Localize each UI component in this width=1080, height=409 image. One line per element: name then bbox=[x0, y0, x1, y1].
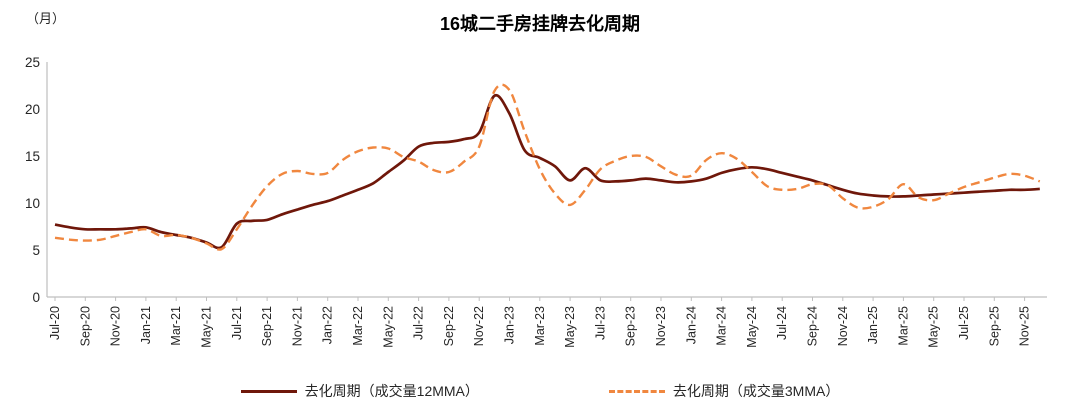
x-axis-tick-labels: Jul-20 Sep-20 Nov-20 Jan-21 Mar-21 May-21 Jul-… bbox=[48, 306, 1032, 348]
x-tick-label: Nov-25 bbox=[1018, 306, 1032, 346]
solid-line-swatch bbox=[240, 389, 297, 393]
x-tick-label: Sep-25 bbox=[987, 306, 1001, 346]
y-tick-label: 20 bbox=[25, 102, 40, 117]
axes bbox=[46, 62, 1047, 298]
y-tick-label: 25 bbox=[25, 55, 40, 70]
x-tick-label: Mar-22 bbox=[351, 306, 365, 346]
x-tick-label: Jul-24 bbox=[775, 306, 789, 340]
x-tick-label: Nov-22 bbox=[472, 306, 486, 346]
series-line-12mma bbox=[54, 93, 1040, 250]
x-tick-label: May-24 bbox=[745, 306, 759, 348]
legend-item-12mma: 去化周期（成交量12MMA） bbox=[240, 381, 479, 401]
x-tick-label: Sep-23 bbox=[624, 306, 638, 346]
x-tick-label: May-25 bbox=[927, 306, 941, 348]
y-axis-tick-labels: 0 5 10 15 20 25 bbox=[25, 55, 40, 305]
x-tick-label: May-22 bbox=[381, 306, 395, 348]
x-tick-label: Jan-23 bbox=[503, 306, 517, 344]
x-tick-label: May-21 bbox=[200, 306, 214, 348]
x-tick-label: Jan-25 bbox=[866, 306, 880, 344]
x-tick-label: Jul-20 bbox=[48, 306, 62, 340]
x-tick-label: Nov-23 bbox=[654, 306, 668, 346]
x-tick-label: Jan-24 bbox=[684, 306, 698, 344]
x-tick-label: Jan-21 bbox=[139, 306, 153, 344]
x-tick-label: Jul-21 bbox=[230, 306, 244, 340]
x-tick-label: Mar-23 bbox=[533, 306, 547, 346]
x-tick-label: Sep-24 bbox=[806, 306, 820, 346]
y-tick-label: 10 bbox=[25, 196, 40, 211]
x-tick-label: Jul-22 bbox=[412, 306, 426, 340]
x-tick-label: Mar-24 bbox=[715, 306, 729, 346]
x-tick-label: Nov-24 bbox=[836, 306, 850, 346]
y-axis-unit-label: （月） bbox=[26, 11, 66, 26]
dashed-line-swatch bbox=[608, 389, 665, 393]
x-tick-label: Nov-21 bbox=[290, 306, 304, 346]
x-tick-label: Jul-23 bbox=[593, 306, 607, 340]
x-tick-label: Sep-22 bbox=[442, 306, 456, 346]
y-tick-label: 5 bbox=[32, 243, 40, 258]
x-tick-label: Jan-22 bbox=[321, 306, 335, 344]
y-tick-label: 0 bbox=[32, 290, 40, 305]
series-line-3mma bbox=[54, 83, 1041, 251]
x-tick-label: Sep-20 bbox=[78, 306, 92, 346]
y-tick-label: 15 bbox=[25, 149, 40, 164]
legend-label-12mma: 去化周期（成交量12MMA） bbox=[304, 383, 479, 399]
x-tick-label: Jul-25 bbox=[957, 306, 971, 340]
legend: 去化周期（成交量12MMA） 去化周期（成交量3MMA） bbox=[0, 381, 1080, 401]
chart-title: 16城二手房挂牌去化周期 bbox=[439, 14, 641, 34]
x-tick-label: Mar-25 bbox=[896, 306, 910, 346]
x-tick-label: May-23 bbox=[563, 306, 577, 348]
x-tick-label: Sep-21 bbox=[260, 306, 274, 346]
x-tick-label: Nov-20 bbox=[109, 306, 123, 346]
x-axis-ticks bbox=[54, 297, 1026, 301]
legend-item-3mma: 去化周期（成交量3MMA） bbox=[608, 381, 840, 401]
x-tick-label: Mar-21 bbox=[169, 306, 183, 346]
legend-label-3mma: 去化周期（成交量3MMA） bbox=[672, 383, 840, 399]
